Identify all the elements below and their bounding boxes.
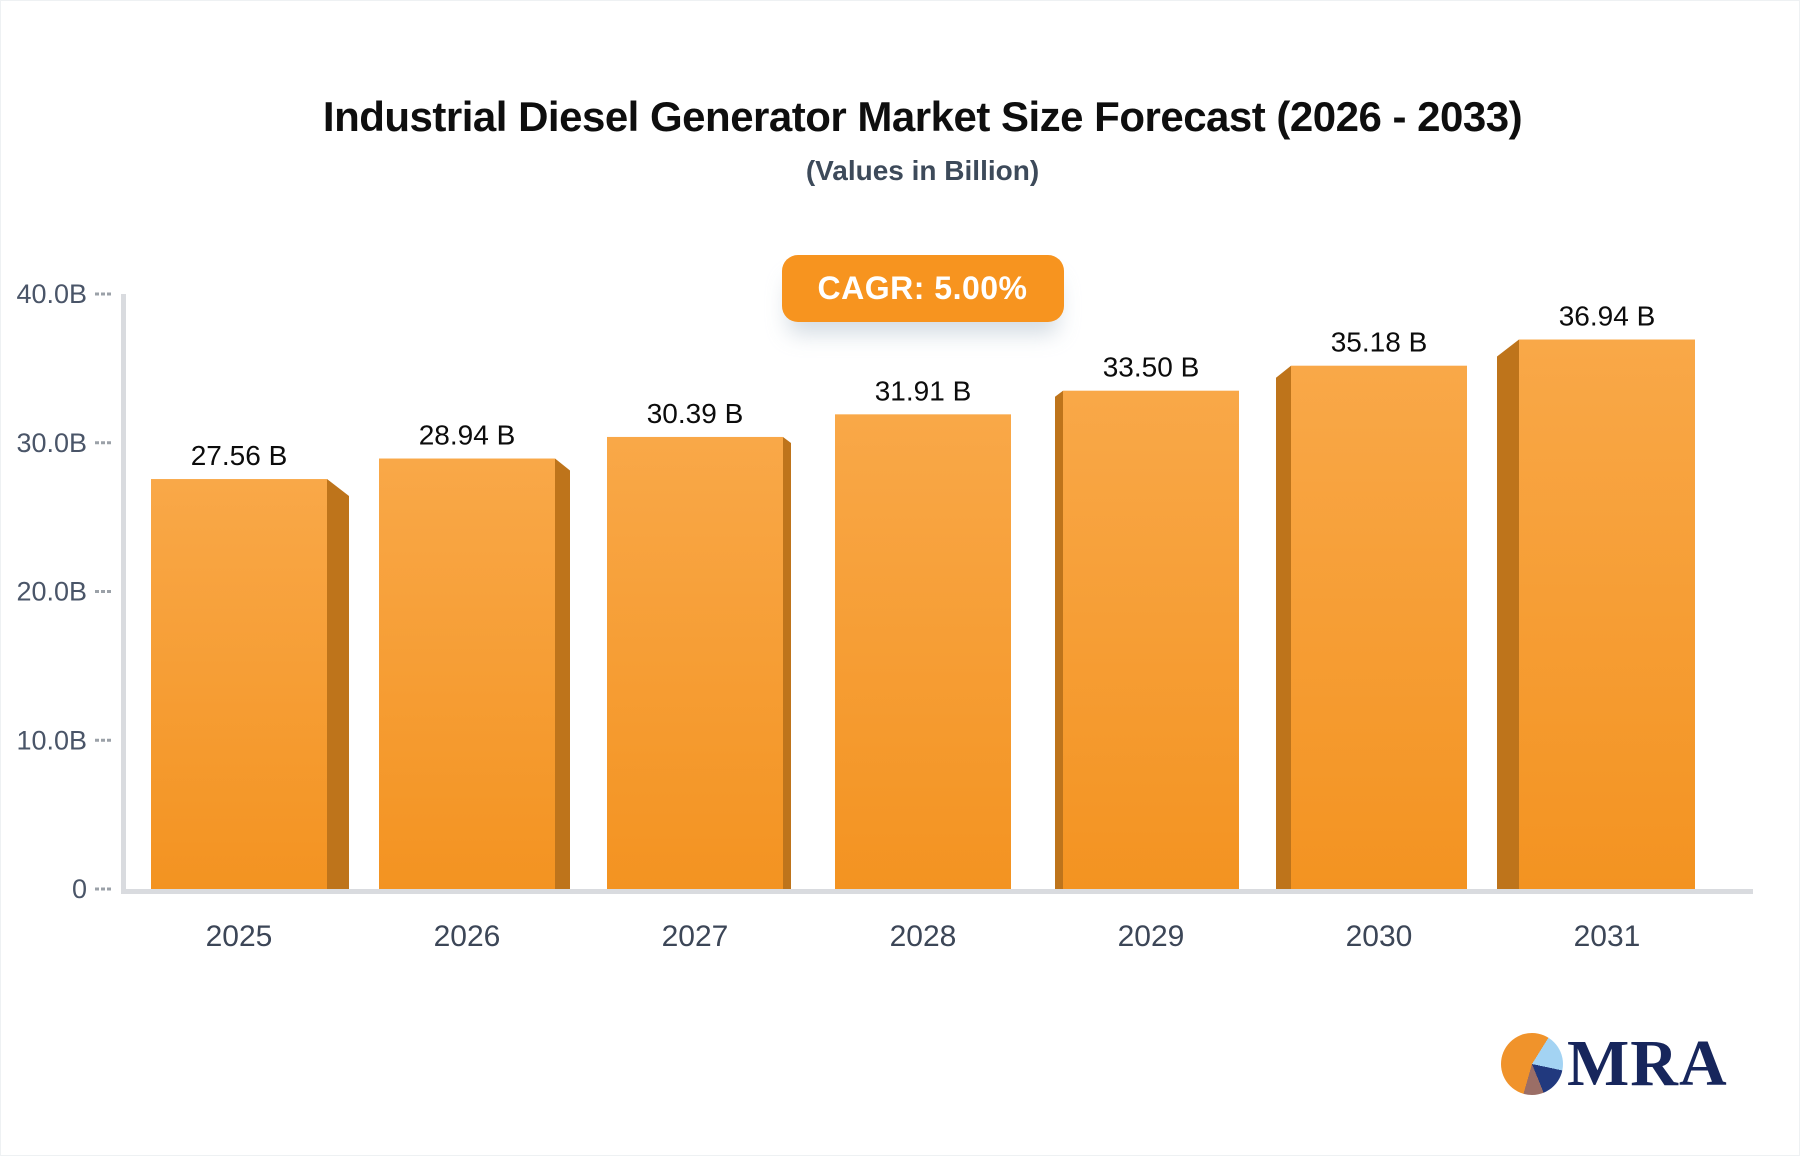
chart-header: Industrial Diesel Generator Market Size … bbox=[46, 93, 1799, 187]
bar-group-2028: 31.91 B bbox=[835, 375, 1011, 889]
bar-group-2031: 36.94 B bbox=[1497, 301, 1695, 890]
x-tick-label-2026: 2026 bbox=[434, 920, 501, 953]
bar-3d-side bbox=[1497, 339, 1519, 890]
x-axis-line bbox=[121, 889, 1753, 894]
mra-logo: MRA bbox=[1501, 1031, 1728, 1097]
bar-value-label: 30.39 B bbox=[647, 398, 744, 429]
bar-2030[interactable] bbox=[1291, 365, 1467, 889]
mra-logo-text: MRA bbox=[1567, 1027, 1728, 1100]
bar-3d-side bbox=[783, 436, 791, 889]
x-tick-label-2030: 2030 bbox=[1346, 920, 1413, 953]
bars: 27.56 B 28.94 B 30.39 B 31.91 B 33.50 B 35.18… bbox=[151, 301, 1695, 890]
x-axis: 2025 2026 2027 2028 2029 2030 2031 bbox=[206, 920, 1641, 953]
y-axis: 0 10.0B 20.0B 30.0B 40.0B bbox=[16, 279, 126, 904]
bar-value-label: 28.94 B bbox=[419, 420, 516, 451]
pie-chart-logo-icon bbox=[1501, 1033, 1563, 1095]
y-tick-label: 30.0B bbox=[16, 428, 87, 458]
bar-group-2027: 30.39 B bbox=[607, 398, 791, 889]
x-tick-label-2028: 2028 bbox=[890, 920, 957, 953]
bar-group-2025: 27.56 B bbox=[151, 440, 349, 889]
x-tick-label-2029: 2029 bbox=[1118, 920, 1185, 953]
bar-2026[interactable] bbox=[379, 458, 555, 889]
bar-2027[interactable] bbox=[607, 436, 783, 889]
bar-2028[interactable] bbox=[835, 414, 1011, 889]
bar-value-label: 33.50 B bbox=[1103, 352, 1200, 383]
y-tick-label: 10.0B bbox=[16, 725, 87, 755]
bar-group-2030: 35.18 B bbox=[1276, 327, 1467, 889]
y-tick-label: 40.0B bbox=[16, 279, 87, 309]
bar-group-2026: 28.94 B bbox=[379, 420, 570, 889]
bar-2025[interactable] bbox=[151, 479, 327, 889]
bar-3d-side bbox=[327, 479, 349, 889]
x-tick-label-2031: 2031 bbox=[1574, 920, 1641, 953]
bar-2029[interactable] bbox=[1063, 390, 1239, 889]
y-tick-label: 0 bbox=[72, 874, 87, 904]
y-tick-label: 20.0B bbox=[16, 577, 87, 607]
x-tick-label-2025: 2025 bbox=[206, 920, 273, 953]
bar-value-label: 27.56 B bbox=[191, 440, 288, 471]
bar-group-2029: 33.50 B bbox=[1055, 352, 1239, 889]
bar-3d-side bbox=[555, 458, 570, 889]
y-axis-line bbox=[121, 294, 126, 889]
bar-value-label: 36.94 B bbox=[1559, 301, 1656, 332]
chart-subtitle: (Values in Billion) bbox=[805, 155, 1040, 187]
bar-3d-side bbox=[1276, 365, 1291, 889]
bar-value-label: 31.91 B bbox=[875, 375, 972, 406]
bar-3d-side bbox=[1055, 390, 1063, 889]
bar-value-label: 35.18 B bbox=[1331, 327, 1428, 358]
chart-title: Industrial Diesel Generator Market Size … bbox=[322, 93, 1523, 140]
bar-2031[interactable] bbox=[1519, 339, 1695, 890]
x-tick-label-2027: 2027 bbox=[662, 920, 729, 953]
